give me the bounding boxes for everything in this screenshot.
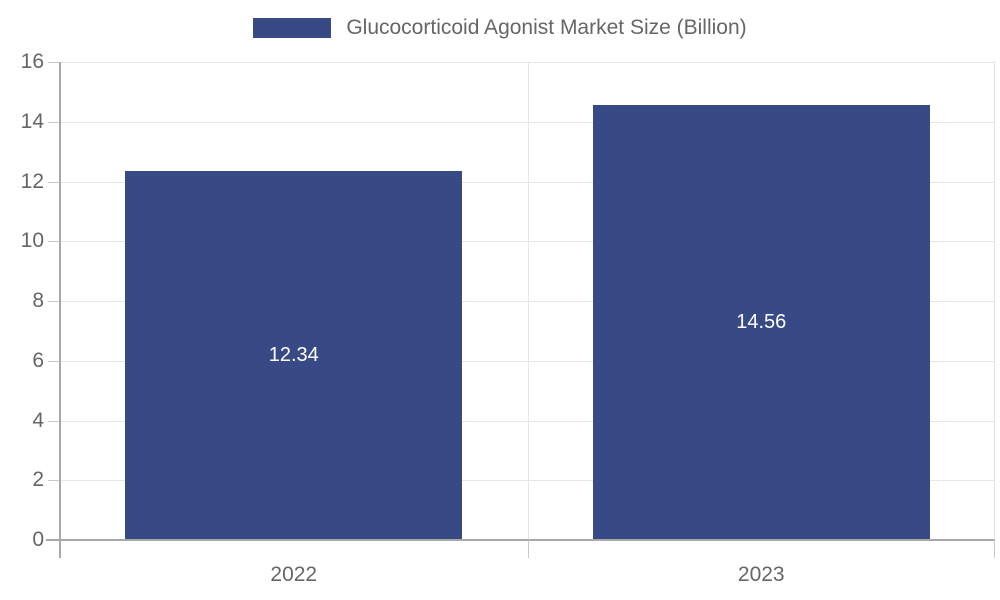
y-axis-line: [59, 62, 61, 558]
x-tick-label: 2022: [270, 563, 318, 586]
y-axis-tick: [48, 360, 60, 362]
y-tick-label: 4: [32, 408, 44, 432]
y-tick-label: 8: [32, 289, 44, 312]
v-gridline: [527, 62, 529, 540]
y-tick-label: 0: [32, 528, 44, 551]
y-tick-label: 12: [20, 169, 44, 193]
x-tick-label: 2023: [737, 563, 785, 586]
x-axis-line: [46, 539, 995, 541]
y-tick-label: 14: [20, 109, 44, 133]
bar-value-label: 14.56: [736, 311, 787, 333]
y-axis-tick: [48, 241, 60, 243]
legend-swatch: [253, 18, 332, 38]
legend-label: Glucocorticoid Agonist Market Size (Bill…: [346, 16, 747, 39]
y-tick-label: 16: [20, 50, 44, 73]
x-axis-tick: [994, 540, 995, 558]
y-axis-tick: [48, 480, 60, 482]
y-axis-tick: [48, 420, 60, 422]
bar-value-label: 12.34: [268, 344, 319, 367]
y-tick-label: 2: [32, 468, 44, 492]
y-tick-label: 6: [32, 348, 44, 372]
legend[interactable]: Glucocorticoid Agonist Market Size (Bill…: [0, 16, 1000, 40]
y-axis-tick: [48, 301, 60, 302]
y-axis-tick: [48, 181, 60, 183]
y-tick-label: 10: [20, 229, 44, 253]
x-axis-tick: [527, 540, 529, 558]
bar[interactable]: 12.34: [125, 171, 463, 540]
y-axis-tick: [48, 62, 60, 63]
y-axis-tick: [48, 121, 60, 123]
v-gridline: [994, 62, 995, 540]
bar[interactable]: 14.56: [592, 105, 930, 540]
